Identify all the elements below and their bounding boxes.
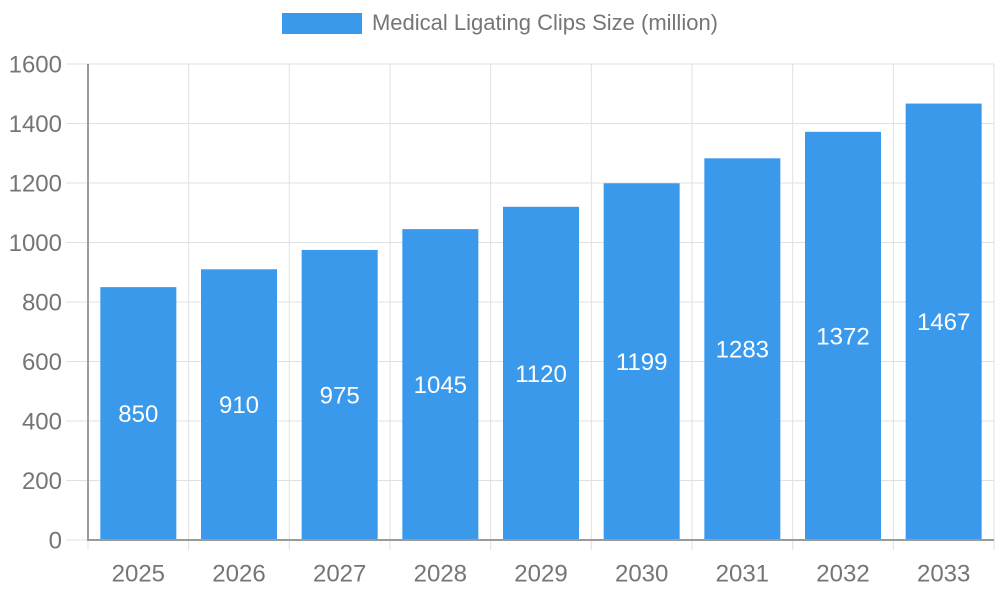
- y-tick-label-400: 400: [22, 408, 62, 435]
- legend-swatch: [281, 12, 362, 34]
- y-tick-label-1200: 1200: [9, 170, 62, 197]
- x-tick-label-2027: 2027: [313, 560, 366, 587]
- y-tick-label-0: 0: [49, 527, 62, 554]
- bar-2032[interactable]: [805, 131, 881, 540]
- bar-value-label-2027: 975: [320, 382, 360, 409]
- bar-2029[interactable]: [503, 206, 579, 541]
- bar-value-label-2029: 1120: [515, 361, 567, 388]
- bar-2026[interactable]: [201, 269, 277, 540]
- y-tick-label-600: 600: [22, 349, 62, 376]
- bar-value-label-2030: 1199: [616, 349, 668, 376]
- bar-2027[interactable]: [301, 249, 378, 540]
- x-tick-label-2028: 2028: [414, 560, 467, 587]
- bar-value-label-2026: 910: [219, 392, 259, 419]
- chart-legend[interactable]: Medical Ligating Clips Size (million): [0, 0, 1000, 46]
- bar-value-label-2031: 1283: [716, 337, 769, 364]
- bar-2033[interactable]: [905, 103, 982, 540]
- bar-2028[interactable]: [402, 229, 479, 541]
- y-tick-label-200: 200: [22, 468, 62, 495]
- x-tick-label-2032: 2032: [816, 560, 869, 587]
- y-tick-label-800: 800: [22, 289, 62, 316]
- x-tick-label-2030: 2030: [615, 560, 668, 587]
- y-tick-label-1600: 1600: [9, 51, 62, 78]
- bar-2025[interactable]: [100, 287, 177, 540]
- bar-2030[interactable]: [603, 183, 680, 541]
- bar-value-label-2033: 1467: [917, 309, 970, 336]
- x-tick-label-2031: 2031: [716, 560, 769, 587]
- bar-value-label-2028: 1045: [414, 372, 467, 399]
- bar-value-label-2032: 1372: [816, 323, 869, 350]
- legend-label: Medical Ligating Clips Size (million): [371, 10, 719, 35]
- y-tick-label-1000: 1000: [9, 230, 62, 257]
- bar-value-label-2025: 850: [118, 401, 158, 428]
- x-tick-label-2025: 2025: [112, 560, 165, 587]
- x-tick-label-2029: 2029: [514, 560, 567, 587]
- bar-2031[interactable]: [704, 158, 781, 540]
- x-tick-label-2026: 2026: [212, 560, 265, 587]
- x-tick-label-2033: 2033: [917, 560, 970, 587]
- y-tick-label-1400: 1400: [9, 111, 62, 138]
